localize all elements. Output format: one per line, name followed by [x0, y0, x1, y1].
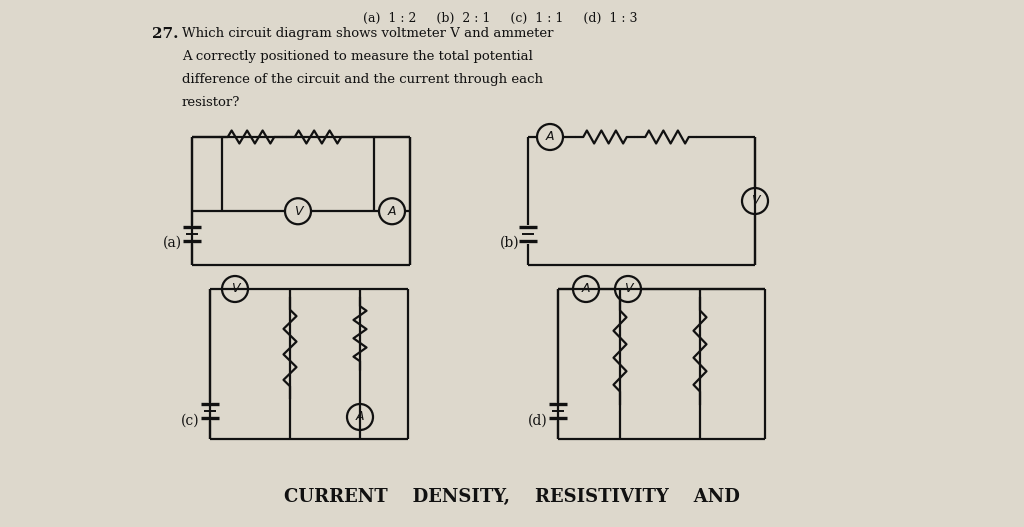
- Text: A: A: [582, 282, 590, 296]
- Text: (b): (b): [500, 236, 520, 250]
- Text: A: A: [546, 131, 554, 143]
- Text: A correctly positioned to measure the total potential: A correctly positioned to measure the to…: [182, 50, 532, 63]
- Text: A: A: [388, 205, 396, 218]
- Text: (c): (c): [180, 414, 200, 428]
- Text: difference of the circuit and the current through each: difference of the circuit and the curren…: [182, 73, 543, 86]
- Text: resistor?: resistor?: [182, 96, 241, 109]
- Text: 27.: 27.: [152, 27, 178, 41]
- Text: Which circuit diagram shows voltmeter V and ammeter: Which circuit diagram shows voltmeter V …: [182, 27, 554, 40]
- Text: (a)  1 : 2     (b)  2 : 1     (c)  1 : 1     (d)  1 : 3: (a) 1 : 2 (b) 2 : 1 (c) 1 : 1 (d) 1 : 3: [362, 12, 637, 25]
- Text: V: V: [624, 282, 632, 296]
- Text: V: V: [751, 194, 759, 208]
- Text: V: V: [294, 205, 302, 218]
- Text: V: V: [230, 282, 240, 296]
- Text: (a): (a): [163, 236, 181, 250]
- Text: A: A: [355, 411, 365, 424]
- Text: (d): (d): [528, 414, 548, 428]
- Text: CURRENT    DENSITY,    RESISTIVITY    AND: CURRENT DENSITY, RESISTIVITY AND: [284, 488, 740, 506]
